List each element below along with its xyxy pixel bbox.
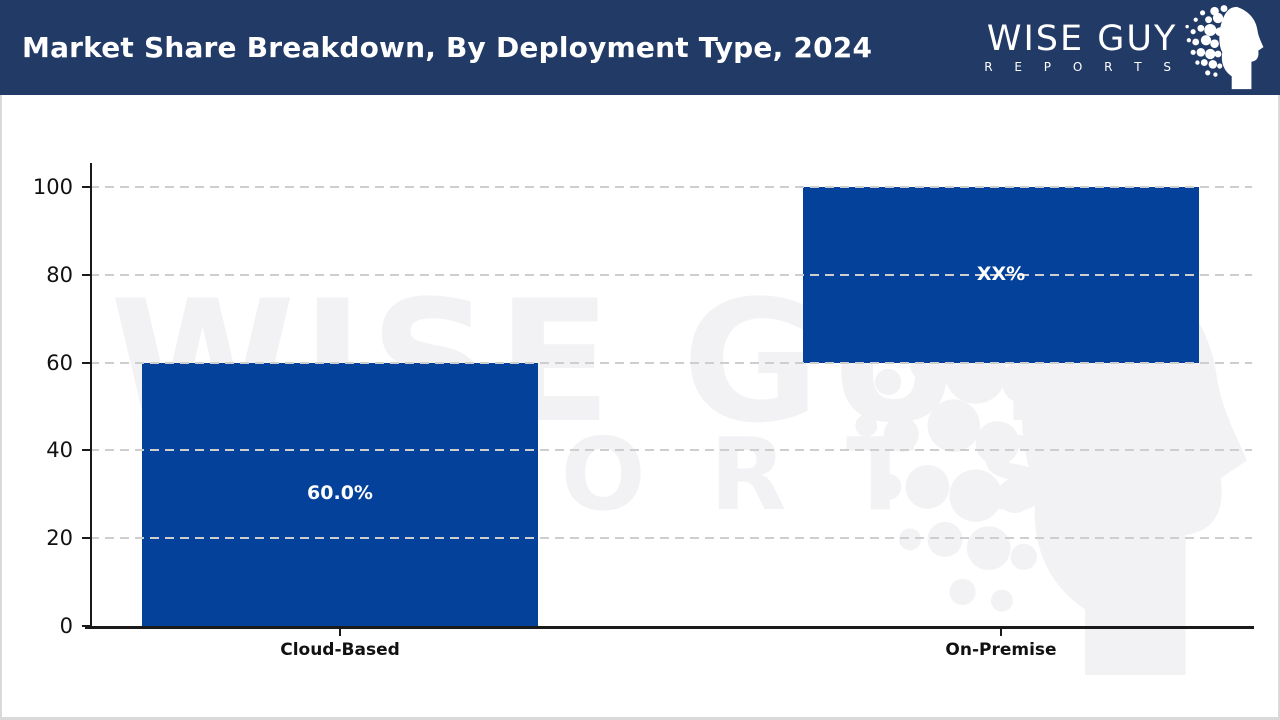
y-tick-label: 80	[46, 262, 73, 287]
wise-guy-logo: WISE GUY R E P O R T S	[984, 4, 1266, 92]
y-axis-line	[90, 163, 92, 628]
gridline-20	[90, 537, 1252, 540]
bar-cloud-based	[142, 362, 538, 626]
gridline-100	[90, 186, 1252, 188]
x-tick	[339, 629, 341, 636]
logo-wordmark: WISE GUY	[986, 18, 1178, 59]
y-tick-label: 100	[32, 175, 73, 199]
bar-value-label: XX%	[976, 262, 1026, 285]
chart-title: Market Share Breakdown, By Deployment Ty…	[22, 31, 873, 64]
y-tick-label: 40	[46, 438, 73, 463]
gridline-40	[90, 449, 1252, 452]
gridline-60	[90, 361, 1252, 364]
x-tick	[1000, 629, 1002, 636]
y-tick-label: 0	[59, 614, 73, 638]
y-tick-label: 60	[46, 350, 73, 375]
logo-head-icon	[1185, 4, 1264, 89]
y-tick-label: 20	[46, 526, 73, 551]
x-axis-line	[85, 626, 1254, 629]
bar-value-label: 60.0%	[307, 482, 373, 505]
y-tick	[82, 537, 90, 540]
y-tick	[82, 449, 90, 452]
gridline-80	[90, 273, 1252, 276]
x-category-label: Cloud-Based	[280, 640, 400, 660]
logo-subtitle: R E P O R T S	[984, 59, 1180, 74]
x-category-label: On-Premise	[945, 640, 1057, 660]
header: Market Share Breakdown, By Deployment Ty…	[0, 0, 1280, 95]
y-tick	[82, 186, 90, 188]
y-tick	[82, 361, 90, 364]
logo-text: WISE GUY R E P O R T S	[984, 18, 1180, 74]
y-tick	[82, 273, 90, 276]
